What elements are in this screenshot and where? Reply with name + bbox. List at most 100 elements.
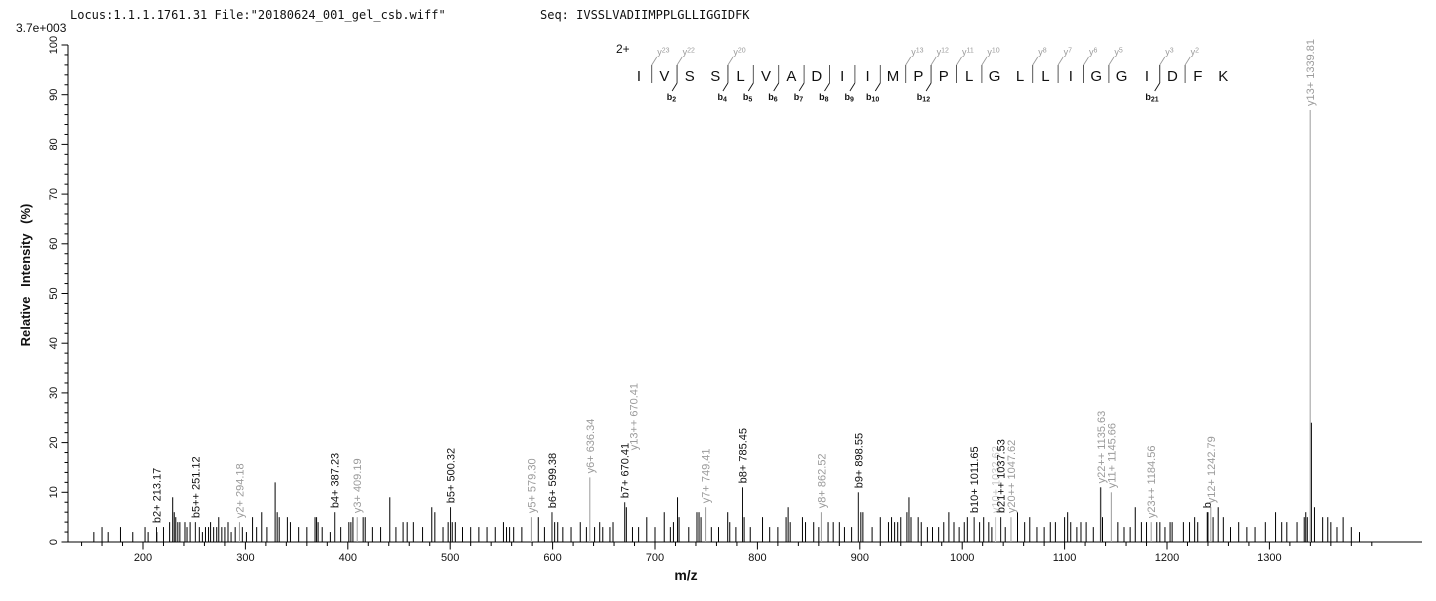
x-tick-label: 500 <box>441 552 459 564</box>
b-ion-peak-label: b5++ 251.12 <box>190 456 202 518</box>
y-tick-label: 0 <box>48 539 60 545</box>
b-ion-peak-label: b <box>1202 502 1214 508</box>
x-tick-label: 1100 <box>1053 552 1077 564</box>
residue-letter: I <box>1145 68 1149 85</box>
sequence-y-ion-label: y11 <box>962 47 974 57</box>
residue-letter: D <box>1167 68 1178 85</box>
residue-letter: G <box>989 68 1001 85</box>
y-tick-label: 80 <box>48 138 60 150</box>
x-tick-label: 400 <box>339 552 357 564</box>
x-tick-label: 800 <box>748 552 766 564</box>
sequence-y-ion-label: y6 <box>1089 47 1098 57</box>
y-tick-label: 100 <box>48 36 60 54</box>
residue-letter: P <box>939 68 949 85</box>
y-tick-label: 60 <box>48 238 60 250</box>
y-ion-peak-label: y23++ 1184.56 <box>1146 446 1158 519</box>
b-ion-peak-label: b2+ 213.17 <box>151 468 163 523</box>
intensity-scale-note: 3.7e+003 <box>16 21 67 35</box>
sequence-y-ion-label: y20 <box>733 47 745 57</box>
unannotated-peaks <box>93 422 1361 542</box>
residue-letter: I <box>1069 68 1073 85</box>
y-ion-peak-label: y11+ 1145.66 <box>1106 423 1118 488</box>
y-ion-peak-label: y5+ 579.30 <box>526 458 538 513</box>
y-ion-peak-label: y22++ 1135.63 <box>1096 411 1108 484</box>
y-ion-peak-label: y10+ 1032.62 <box>991 446 1003 513</box>
y-axis-title: Relative Intensity (%) <box>18 204 33 347</box>
residue-letter: D <box>811 68 822 85</box>
x-tick-label: 700 <box>646 552 664 564</box>
y-axis-ticks: 0 10 20 30 40 50 60 70 80 90 100 <box>48 36 68 545</box>
b-ion-peak-label: b9+ 898.55 <box>853 433 865 488</box>
x-tick-label: 1000 <box>950 552 974 564</box>
b-ion-peak-label: b8+ 785.45 <box>738 428 750 483</box>
x-tick-label: 1300 <box>1257 552 1281 564</box>
residue-letter: K <box>1218 68 1228 85</box>
precursor-charge-label: 2+ <box>616 42 630 56</box>
x-tick-label: 300 <box>236 552 254 564</box>
y-ion-peak-label: y12+ 1242.79 <box>1206 436 1218 503</box>
y-ion-peak-label: y3+ 409.19 <box>352 458 364 513</box>
annotated-peaks: b2+ 213.17 b5++ 251.12 y2+ 294.18 b4+ 387.2… <box>151 39 1317 542</box>
y-ion-peak-label: y8+ 862.52 <box>816 453 828 508</box>
residue-letter: G <box>1090 68 1102 85</box>
b-ion-peak-label: b5+ 500.32 <box>446 448 458 503</box>
sequence-b-ion-label: b21 <box>1145 92 1158 104</box>
y-ion-peak-label: y13+ 1339.81 <box>1305 39 1317 106</box>
b-ion-peak-label: b7+ 670.41 <box>620 443 632 498</box>
sequence-y-ion-label: y5 <box>1114 47 1123 57</box>
sequence-b-ion-label: b2 <box>667 92 677 104</box>
sequence-y-ion-label: y8 <box>1038 47 1047 57</box>
residue-letter: L <box>1041 68 1049 85</box>
residue-letter: V <box>659 68 669 85</box>
sequence-y-ion-label: y7 <box>1064 47 1073 57</box>
y-ion-peak-label: y2+ 294.18 <box>234 463 246 518</box>
x-axis-ticks: 200 300 400 500 600 700 800 900 1000 1100 1200 1300 <box>81 542 1373 564</box>
residue-letter: A <box>786 68 796 85</box>
residue-letter: L <box>1016 68 1024 85</box>
x-tick-label: 600 <box>543 552 561 564</box>
b-ion-peak-label: b4+ 387.23 <box>330 453 342 508</box>
sequence-b-ion-label: b5 <box>743 92 753 104</box>
y-tick-label: 30 <box>48 387 60 399</box>
b-ion-peak-label: b21++ 1037.53 <box>996 439 1008 513</box>
b-ion-peak-label: b6+ 599.38 <box>547 453 559 508</box>
sequence-b-ion-label: b8 <box>819 92 829 104</box>
y-tick-label: 50 <box>48 287 60 299</box>
residue-letter: I <box>866 68 870 85</box>
sequence-y-ion-label: y2 <box>1191 47 1200 57</box>
residue-letter: S <box>685 68 695 85</box>
locus-file-label: Locus:1.1.1.1761.31 File:"20180624_001_g… <box>70 8 446 22</box>
y-tick-label: 70 <box>48 188 60 200</box>
sequence-b-ion-label: b4 <box>717 92 727 104</box>
y-tick-label: 20 <box>48 436 60 448</box>
y-tick-label: 90 <box>48 89 60 101</box>
y-ion-peak-label: y6+ 636.34 <box>585 419 597 474</box>
y-tick-label: 40 <box>48 337 60 349</box>
y-ion-peak-label: y7+ 749.41 <box>701 448 713 503</box>
sequence-y-ion-label: y10 <box>987 47 999 57</box>
residue-letter: M <box>887 68 900 85</box>
x-axis-title: m/z <box>674 567 697 583</box>
residue-letter: P <box>913 68 923 85</box>
residue-letter: F <box>1193 68 1202 85</box>
sequence-b-ion-label: b7 <box>794 92 804 104</box>
sequence-y-ion-label: y23 <box>657 47 669 57</box>
sequence-b-ion-label: b10 <box>866 92 879 104</box>
y-tick-label: 10 <box>48 486 60 498</box>
sequence-label: Seq: IVSSLVADIIMPPLGLLIGGIDFK <box>540 8 750 22</box>
sequence-b-ion-label: b6 <box>768 92 778 104</box>
residue-letter: V <box>761 68 771 85</box>
residue-letter: G <box>1116 68 1128 85</box>
residue-letter: I <box>840 68 844 85</box>
residue-letter: L <box>736 68 744 85</box>
sequence-y-ion-label: y22 <box>683 47 695 57</box>
residue-letter: L <box>965 68 973 85</box>
residue-letter: I <box>637 68 641 85</box>
y-ion-peak-label: y20++ 1047.62 <box>1006 440 1018 513</box>
x-tick-label: 1200 <box>1155 552 1179 564</box>
sequence-b-ion-label: b9 <box>844 92 854 104</box>
y-ion-peak-label: y13++ 670.41 <box>629 383 641 450</box>
